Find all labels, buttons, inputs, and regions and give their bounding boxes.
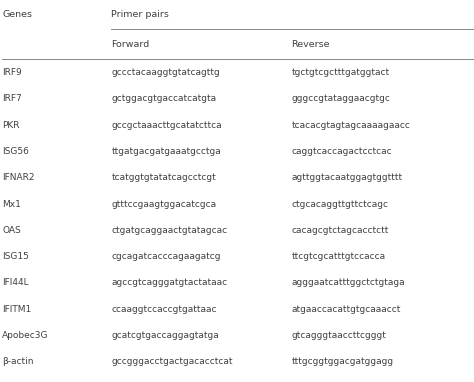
Text: gccgggacctgactgacacctcat: gccgggacctgactgacacctcat	[111, 358, 233, 366]
Text: gccgctaaacttgcatatcttca: gccgctaaacttgcatatcttca	[111, 121, 222, 129]
Text: cacagcgtctagcacctctt: cacagcgtctagcacctctt	[292, 226, 389, 235]
Text: gccctacaaggtgtatcagttg: gccctacaaggtgtatcagttg	[111, 68, 220, 77]
Text: ccaaggtccaccgtgattaac: ccaaggtccaccgtgattaac	[111, 305, 217, 314]
Text: OAS: OAS	[2, 226, 21, 235]
Text: gtcagggtaaccttcgggt: gtcagggtaaccttcgggt	[292, 331, 386, 340]
Text: ttgatgacgatgaaatgcctga: ttgatgacgatgaaatgcctga	[111, 147, 221, 156]
Text: Genes: Genes	[2, 10, 32, 19]
Text: ctgatgcaggaactgtatagcac: ctgatgcaggaactgtatagcac	[111, 226, 228, 235]
Text: ISG15: ISG15	[2, 252, 29, 261]
Text: tgctgtcgctttgatggtact: tgctgtcgctttgatggtact	[292, 68, 390, 77]
Text: IRF9: IRF9	[2, 68, 22, 77]
Text: Mx1: Mx1	[2, 199, 21, 209]
Text: ctgcacaggttgttctcagc: ctgcacaggttgttctcagc	[292, 199, 389, 209]
Text: Apobec3G: Apobec3G	[2, 331, 49, 340]
Text: agttggtacaatggagtggtttt: agttggtacaatggagtggtttt	[292, 173, 402, 182]
Text: gggccgtataggaacgtgc: gggccgtataggaacgtgc	[292, 94, 391, 103]
Text: tcacacgtagtagcaaaagaacc: tcacacgtagtagcaaaagaacc	[292, 121, 410, 129]
Text: atgaaccacattgtgcaaacct: atgaaccacattgtgcaaacct	[292, 305, 401, 314]
Text: IRF7: IRF7	[2, 94, 22, 103]
Text: Primer pairs: Primer pairs	[111, 10, 169, 19]
Text: gcatcgtgaccaggagtatga: gcatcgtgaccaggagtatga	[111, 331, 219, 340]
Text: β-actin: β-actin	[2, 358, 34, 366]
Text: gctggacgtgaccatcatgta: gctggacgtgaccatcatgta	[111, 94, 217, 103]
Text: ttcgtcgcatttgtccacca: ttcgtcgcatttgtccacca	[292, 252, 386, 261]
Text: caggtcaccagactcctcac: caggtcaccagactcctcac	[292, 147, 392, 156]
Text: IFI44L: IFI44L	[2, 278, 29, 288]
Text: agccgtcagggatgtactataac: agccgtcagggatgtactataac	[111, 278, 228, 288]
Text: cgcagatcacccagaagatcg: cgcagatcacccagaagatcg	[111, 252, 221, 261]
Text: gtttccgaagtggacatcgca: gtttccgaagtggacatcgca	[111, 199, 217, 209]
Text: Forward: Forward	[111, 40, 150, 49]
Text: IFNAR2: IFNAR2	[2, 173, 35, 182]
Text: IFITM1: IFITM1	[2, 305, 32, 314]
Text: tcatggtgtatatcagcctcgt: tcatggtgtatatcagcctcgt	[111, 173, 216, 182]
Text: ISG56: ISG56	[2, 147, 29, 156]
Text: tttgcggtggacgatggagg: tttgcggtggacgatggagg	[292, 358, 393, 366]
Text: agggaatcatttggctctgtaga: agggaatcatttggctctgtaga	[292, 278, 405, 288]
Text: PKR: PKR	[2, 121, 20, 129]
Text: Reverse: Reverse	[292, 40, 330, 49]
